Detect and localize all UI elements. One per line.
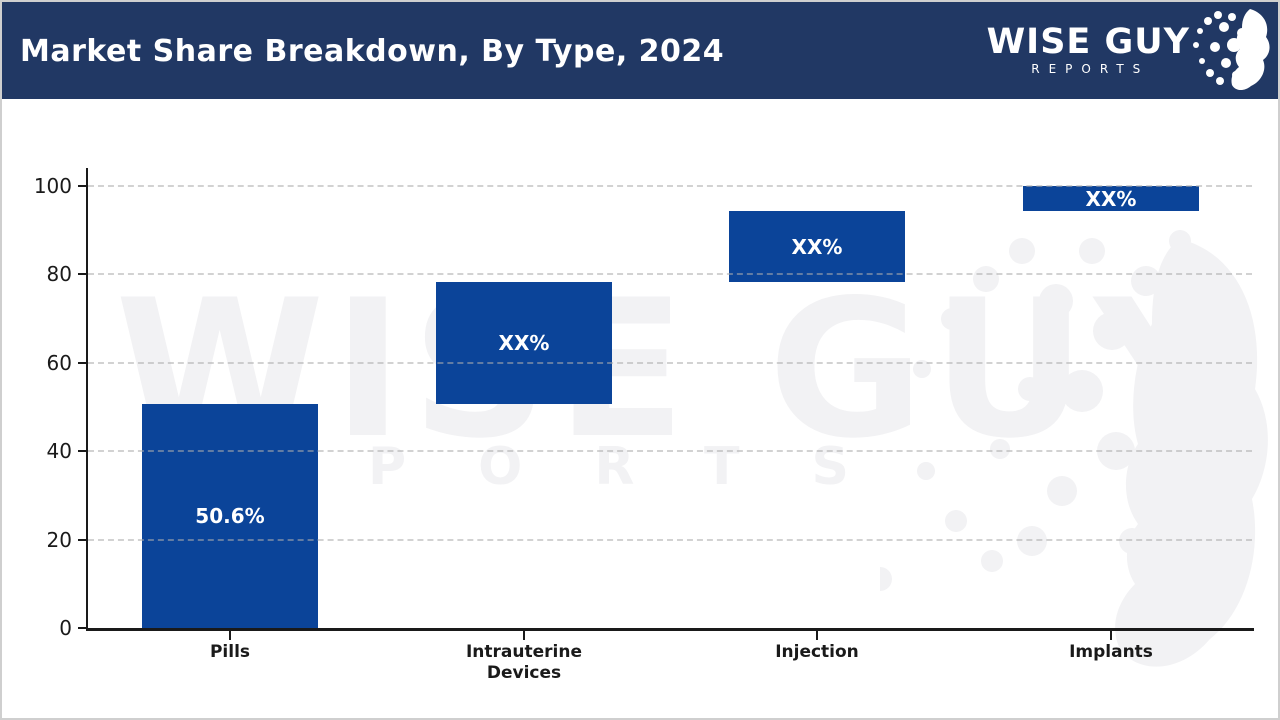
header: Market Share Breakdown, By Type, 2024 WI…	[0, 0, 1280, 99]
bar-injection: XX%	[729, 211, 905, 282]
gridline-y-60	[88, 361, 1252, 364]
y-tick-label: 80	[46, 262, 72, 287]
bar-value-label: XX%	[791, 234, 843, 259]
logo-wordmark: WISE GUY REPORTS	[987, 24, 1190, 76]
x-axis-label-line: Pills	[209, 642, 251, 662]
x-axis-label: Intrauterine Devices	[414, 642, 634, 684]
y-tick-label: 40	[46, 439, 72, 464]
y-tick-mark	[78, 361, 87, 364]
x-axis-label-line: Implants	[1069, 642, 1153, 662]
y-tick-label: 0	[59, 616, 72, 640]
logo-wordmark-main: WISE GUY	[986, 22, 1190, 62]
x-axis-label-line: Intrauterine	[465, 642, 582, 662]
x-axis-label-line: Injection	[775, 642, 859, 662]
gridline-y-20	[88, 538, 1252, 541]
x-axis-label-line: Devices	[486, 663, 562, 683]
bar-value-label: XX%	[1085, 186, 1137, 211]
logo-wordmark-sub: REPORTS	[1031, 62, 1150, 76]
bar-value-label: XX%	[498, 331, 550, 356]
gridline-y-100	[88, 185, 1252, 187]
y-axis-line	[86, 168, 88, 631]
x-axis-label: Injection	[707, 642, 927, 663]
gridline-y-80	[88, 273, 1252, 276]
bar-pills: 50.6%	[142, 404, 318, 628]
y-tick-label: 60	[46, 350, 72, 375]
x-tick-mark	[1110, 631, 1112, 640]
y-tick-label: 20	[46, 527, 72, 552]
bar-intrauterine-devices: XX%	[436, 281, 612, 405]
wise-guy-logo: WISE GUY REPORTS	[987, 0, 1274, 99]
y-tick-mark	[78, 450, 87, 453]
x-tick-mark	[816, 631, 818, 640]
bar-value-label: 50.6%	[195, 504, 265, 529]
y-tick-mark	[78, 185, 87, 187]
logo-face-icon	[1193, 9, 1270, 91]
page-title: Market Share Breakdown, By Type, 2024	[20, 34, 725, 69]
gridline-y-40	[88, 450, 1252, 453]
x-tick-mark	[523, 631, 525, 640]
x-axis-line	[86, 628, 1254, 631]
y-tick-mark	[78, 273, 87, 276]
y-tick-label: 100	[33, 174, 72, 198]
x-tick-mark	[229, 631, 231, 640]
bar-implants: XX%	[1023, 186, 1199, 212]
x-axis-label: Pills	[120, 642, 340, 663]
y-tick-mark	[78, 538, 87, 541]
y-tick-mark	[78, 627, 87, 629]
x-axis-label: Implants	[1001, 642, 1221, 663]
